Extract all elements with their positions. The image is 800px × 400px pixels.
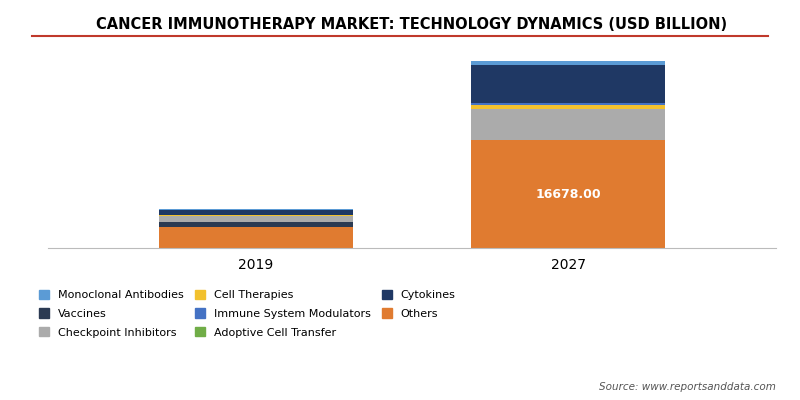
Bar bbox=[159, 210, 353, 215]
Bar bbox=[471, 65, 665, 103]
Bar bbox=[159, 209, 353, 210]
Bar bbox=[471, 140, 665, 248]
Bar bbox=[159, 222, 353, 227]
Bar bbox=[471, 105, 665, 110]
Bar bbox=[159, 227, 353, 248]
Bar bbox=[471, 61, 665, 65]
Bar bbox=[159, 216, 353, 222]
Legend: Monoclonal Antibodies, Vaccines, Checkpoint Inhibitors, Cell Therapies, Immune S: Monoclonal Antibodies, Vaccines, Checkpo… bbox=[39, 290, 455, 338]
Bar bbox=[471, 103, 665, 105]
Title: CANCER IMMUNOTHERAPY MARKET: TECHNOLOGY DYNAMICS (USD BILLION): CANCER IMMUNOTHERAPY MARKET: TECHNOLOGY … bbox=[97, 16, 727, 32]
Text: Source: www.reportsanddata.com: Source: www.reportsanddata.com bbox=[599, 382, 776, 392]
Bar bbox=[471, 110, 665, 140]
Text: 16678.00: 16678.00 bbox=[535, 188, 601, 201]
Bar bbox=[159, 215, 353, 216]
